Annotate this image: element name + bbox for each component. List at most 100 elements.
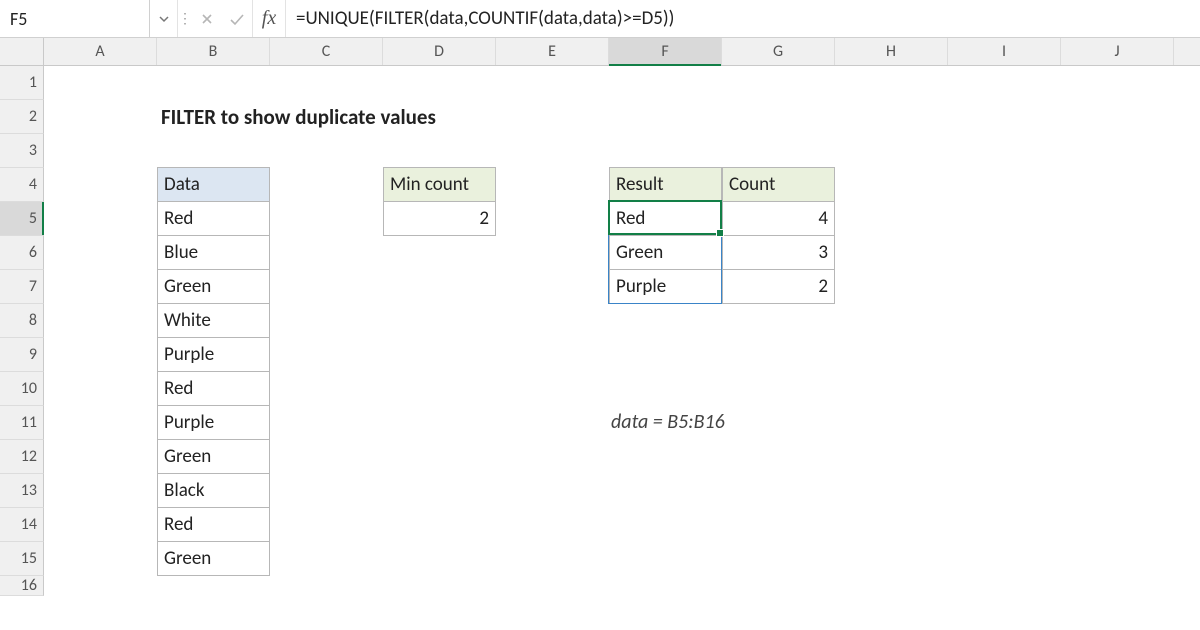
column-header[interactable]: H: [835, 38, 948, 65]
cell[interactable]: [383, 508, 496, 542]
cell[interactable]: [270, 576, 383, 596]
row-header[interactable]: 11: [0, 406, 44, 440]
cell[interactable]: [270, 542, 383, 576]
row-header[interactable]: 6: [0, 236, 44, 270]
cell[interactable]: Purple: [157, 406, 270, 440]
cell[interactable]: [835, 270, 948, 304]
cell[interactable]: [496, 338, 609, 372]
column-header[interactable]: G: [722, 38, 835, 65]
cell[interactable]: [383, 474, 496, 508]
row-header[interactable]: 14: [0, 508, 44, 542]
cancel-formula-icon[interactable]: [192, 0, 222, 37]
cell[interactable]: FILTER to show duplicate values: [157, 100, 270, 134]
row-header[interactable]: 16: [0, 576, 44, 596]
cell[interactable]: [383, 66, 496, 100]
cell[interactable]: [835, 100, 948, 134]
cell[interactable]: [1061, 100, 1174, 134]
cell[interactable]: [609, 66, 722, 100]
column-header[interactable]: J: [1061, 38, 1174, 65]
cell[interactable]: [496, 440, 609, 474]
cell[interactable]: [270, 168, 383, 202]
cell[interactable]: [609, 508, 722, 542]
cell[interactable]: [722, 372, 835, 406]
column-header[interactable]: C: [270, 38, 383, 65]
cell[interactable]: [948, 406, 1061, 440]
cell[interactable]: [1061, 134, 1174, 168]
row-header[interactable]: 13: [0, 474, 44, 508]
cell[interactable]: [270, 406, 383, 440]
cell[interactable]: [44, 202, 157, 236]
cell[interactable]: Red: [609, 202, 722, 236]
cell[interactable]: [44, 270, 157, 304]
cell[interactable]: [44, 168, 157, 202]
cell[interactable]: [835, 542, 948, 576]
cell[interactable]: [270, 134, 383, 168]
name-box-dropdown-icon[interactable]: [150, 0, 178, 37]
cell[interactable]: Purple: [157, 338, 270, 372]
cell[interactable]: [835, 202, 948, 236]
cell[interactable]: [948, 202, 1061, 236]
cell[interactable]: [722, 100, 835, 134]
cell[interactable]: Min count: [383, 168, 496, 202]
cell[interactable]: [1061, 304, 1174, 338]
cell[interactable]: [44, 542, 157, 576]
cell[interactable]: [496, 576, 609, 596]
cell[interactable]: [948, 508, 1061, 542]
column-header[interactable]: E: [496, 38, 609, 65]
cell[interactable]: [44, 406, 157, 440]
name-box[interactable]: F5: [0, 0, 150, 37]
row-header[interactable]: 10: [0, 372, 44, 406]
row-header[interactable]: 1: [0, 66, 44, 100]
cell[interactable]: 4: [722, 202, 835, 236]
cell[interactable]: [948, 66, 1061, 100]
cell[interactable]: [1061, 202, 1174, 236]
cell[interactable]: White: [157, 304, 270, 338]
cell[interactable]: [1061, 406, 1174, 440]
cell[interactable]: [496, 134, 609, 168]
cell[interactable]: [609, 576, 722, 596]
cell[interactable]: [496, 202, 609, 236]
cell[interactable]: Data: [157, 168, 270, 202]
cell[interactable]: [948, 576, 1061, 596]
cell[interactable]: [948, 372, 1061, 406]
row-header[interactable]: 4: [0, 168, 44, 202]
cell[interactable]: [609, 100, 722, 134]
cell[interactable]: [157, 576, 270, 596]
cell[interactable]: [496, 542, 609, 576]
cell[interactable]: [948, 100, 1061, 134]
cell[interactable]: [722, 542, 835, 576]
cell[interactable]: [722, 440, 835, 474]
cell[interactable]: 3: [722, 236, 835, 270]
cell[interactable]: [609, 542, 722, 576]
cell[interactable]: [270, 236, 383, 270]
column-header[interactable]: D: [383, 38, 496, 65]
cell[interactable]: [270, 202, 383, 236]
cell[interactable]: Green: [609, 236, 722, 270]
cell[interactable]: [835, 304, 948, 338]
cell[interactable]: [383, 134, 496, 168]
cell[interactable]: [270, 304, 383, 338]
cell[interactable]: [835, 508, 948, 542]
cell[interactable]: [157, 134, 270, 168]
cell[interactable]: [609, 474, 722, 508]
cell[interactable]: [948, 270, 1061, 304]
cell[interactable]: Green: [157, 440, 270, 474]
cell[interactable]: [1061, 474, 1174, 508]
row-header[interactable]: 9: [0, 338, 44, 372]
cell[interactable]: [44, 304, 157, 338]
cell[interactable]: [835, 168, 948, 202]
cell[interactable]: 2: [722, 270, 835, 304]
cell[interactable]: [835, 236, 948, 270]
cell[interactable]: [948, 440, 1061, 474]
cell[interactable]: [496, 508, 609, 542]
cell[interactable]: [948, 542, 1061, 576]
cell[interactable]: [383, 338, 496, 372]
cell[interactable]: [270, 270, 383, 304]
cell[interactable]: [270, 100, 383, 134]
cell[interactable]: [44, 440, 157, 474]
cell[interactable]: [496, 168, 609, 202]
cell[interactable]: [1061, 338, 1174, 372]
cell[interactable]: [835, 66, 948, 100]
row-header[interactable]: 8: [0, 304, 44, 338]
cell[interactable]: [44, 134, 157, 168]
